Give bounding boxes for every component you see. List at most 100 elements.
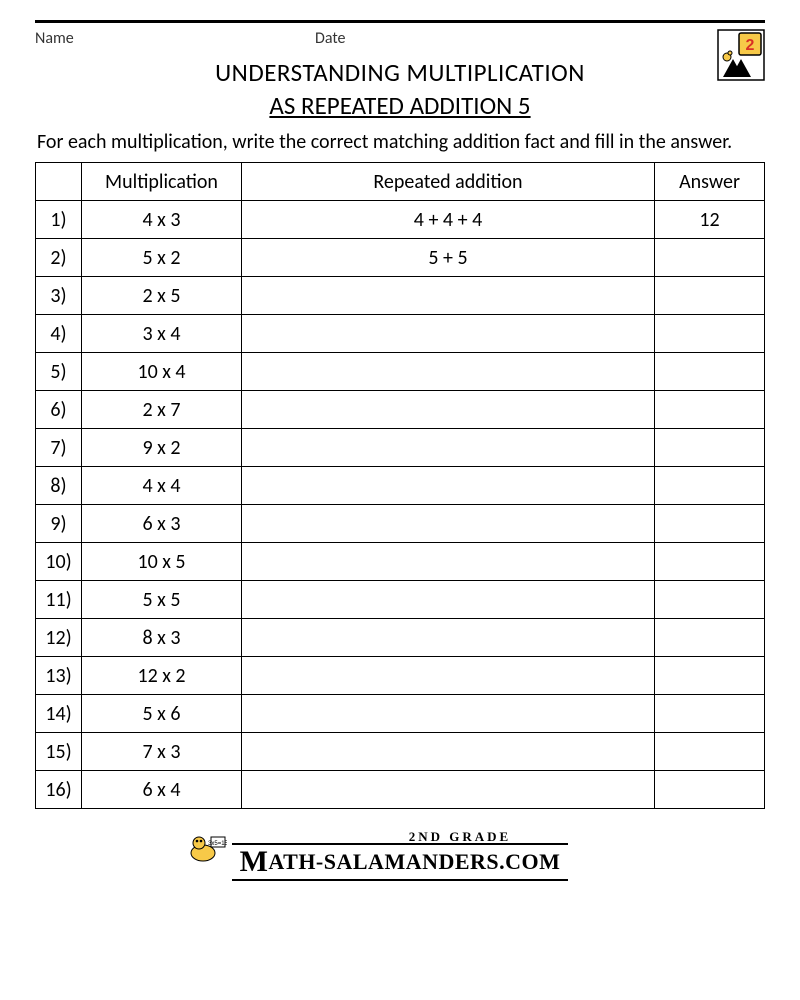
cell-repeated-addition[interactable] [242, 657, 655, 695]
cell-multiplication: 6 x 4 [82, 771, 242, 809]
cell-repeated-addition[interactable] [242, 467, 655, 505]
cell-answer[interactable] [655, 467, 765, 505]
header-multiplication: Multiplication [82, 163, 242, 201]
cell-multiplication: 7 x 3 [82, 733, 242, 771]
row-number: 7) [36, 429, 82, 467]
row-number: 15) [36, 733, 82, 771]
row-number: 11) [36, 581, 82, 619]
cell-multiplication: 4 x 4 [82, 467, 242, 505]
cell-repeated-addition[interactable] [242, 391, 655, 429]
page-title-line1: UNDERSTANDING MULTIPLICATION [35, 57, 765, 88]
row-number: 5) [36, 353, 82, 391]
footer-site-text: ATH-SALAMANDERS.COM [268, 849, 560, 874]
table-row: 6)2 x 7 [36, 391, 765, 429]
header-blank [36, 163, 82, 201]
table-header-row: Multiplication Repeated addition Answer [36, 163, 765, 201]
row-number: 3) [36, 277, 82, 315]
row-number: 10) [36, 543, 82, 581]
table-row: 14)5 x 6 [36, 695, 765, 733]
row-number: 12) [36, 619, 82, 657]
row-number: 16) [36, 771, 82, 809]
header-answer: Answer [655, 163, 765, 201]
cell-multiplication: 8 x 3 [82, 619, 242, 657]
table-row: 12)8 x 3 [36, 619, 765, 657]
row-number: 9) [36, 505, 82, 543]
cell-multiplication: 5 x 2 [82, 239, 242, 277]
table-row: 2)5 x 25 + 5 [36, 239, 765, 277]
footer-site: MATH-SALAMANDERS.COM [35, 845, 765, 881]
table-row: 13)12 x 2 [36, 657, 765, 695]
cell-answer[interactable] [655, 505, 765, 543]
top-rule [35, 20, 765, 23]
cell-multiplication: 9 x 2 [82, 429, 242, 467]
cell-repeated-addition[interactable] [242, 771, 655, 809]
cell-answer[interactable] [655, 239, 765, 277]
cell-multiplication: 4 x 3 [82, 201, 242, 239]
cell-answer[interactable] [655, 695, 765, 733]
date-label: Date [315, 29, 346, 53]
cell-answer[interactable] [655, 657, 765, 695]
cell-repeated-addition[interactable] [242, 353, 655, 391]
cell-multiplication: 2 x 7 [82, 391, 242, 429]
cell-repeated-addition[interactable] [242, 543, 655, 581]
table-row: 8)4 x 4 [36, 467, 765, 505]
table-row: 15)7 x 3 [36, 733, 765, 771]
logo-number: 2 [746, 37, 755, 54]
cell-repeated-addition[interactable] [242, 619, 655, 657]
table-row: 4)3 x 4 [36, 315, 765, 353]
salamander-icon: 3x5=15 [185, 823, 227, 865]
cell-answer[interactable] [655, 429, 765, 467]
cell-multiplication: 5 x 6 [82, 695, 242, 733]
row-number: 4) [36, 315, 82, 353]
cell-multiplication: 10 x 4 [82, 353, 242, 391]
cell-repeated-addition[interactable] [242, 695, 655, 733]
cell-answer[interactable] [655, 277, 765, 315]
table-row: 5)10 x 4 [36, 353, 765, 391]
footer: 3x5=15 2ND GRADE MATH-SALAMANDERS.COM [35, 829, 765, 881]
cell-answer[interactable] [655, 391, 765, 429]
row-number: 2) [36, 239, 82, 277]
cell-repeated-addition[interactable] [242, 581, 655, 619]
instructions-text: For each multiplication, write the corre… [37, 129, 763, 156]
table-row: 16)6 x 4 [36, 771, 765, 809]
row-number: 13) [36, 657, 82, 695]
grade-logo-icon: 2 [717, 29, 765, 81]
cell-answer[interactable] [655, 543, 765, 581]
cell-answer[interactable] [655, 771, 765, 809]
table-row: 3)2 x 5 [36, 277, 765, 315]
cell-multiplication: 2 x 5 [82, 277, 242, 315]
cell-multiplication: 6 x 3 [82, 505, 242, 543]
cell-repeated-addition[interactable] [242, 505, 655, 543]
worksheet-page: Name Date 2 UNDERSTANDING MULTIPLICATION… [0, 0, 800, 891]
cell-answer[interactable] [655, 315, 765, 353]
header-row: Name Date 2 [35, 29, 765, 53]
cell-answer[interactable] [655, 733, 765, 771]
table-row: 9)6 x 3 [36, 505, 765, 543]
cell-repeated-addition[interactable]: 5 + 5 [242, 239, 655, 277]
table-row: 1)4 x 34 + 4 + 412 [36, 201, 765, 239]
table-row: 7)9 x 2 [36, 429, 765, 467]
cell-repeated-addition[interactable] [242, 733, 655, 771]
table-row: 10)10 x 5 [36, 543, 765, 581]
cell-multiplication: 10 x 5 [82, 543, 242, 581]
cell-answer[interactable] [655, 353, 765, 391]
row-number: 14) [36, 695, 82, 733]
cell-repeated-addition[interactable]: 4 + 4 + 4 [242, 201, 655, 239]
cell-multiplication: 3 x 4 [82, 315, 242, 353]
table-row: 11)5 x 5 [36, 581, 765, 619]
cell-answer[interactable] [655, 581, 765, 619]
cell-repeated-addition[interactable] [242, 315, 655, 353]
row-number: 1) [36, 201, 82, 239]
row-number: 8) [36, 467, 82, 505]
svg-text:3x5=15: 3x5=15 [208, 841, 227, 847]
worksheet-table: Multiplication Repeated addition Answer … [35, 162, 765, 809]
cell-answer[interactable]: 12 [655, 201, 765, 239]
cell-multiplication: 5 x 5 [82, 581, 242, 619]
cell-multiplication: 12 x 2 [82, 657, 242, 695]
header-repeated-addition: Repeated addition [242, 163, 655, 201]
row-number: 6) [36, 391, 82, 429]
cell-repeated-addition[interactable] [242, 277, 655, 315]
cell-repeated-addition[interactable] [242, 429, 655, 467]
cell-answer[interactable] [655, 619, 765, 657]
page-title-line2: AS REPEATED ADDITION 5 [35, 90, 765, 121]
